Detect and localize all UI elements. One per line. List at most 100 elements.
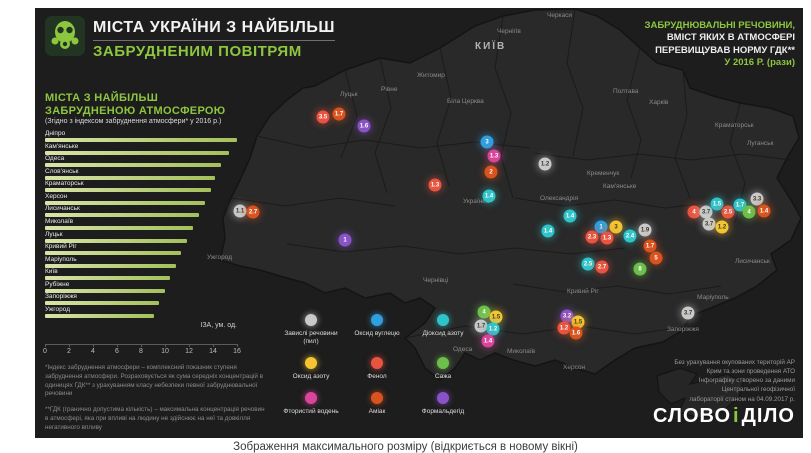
attribution-line: Без урахування окупованих територій АР	[674, 359, 795, 366]
map-dot-hf: 1.3	[487, 149, 501, 163]
bar-chart-title-line-1: МІСТА З НАЙБІЛЬШ	[45, 92, 159, 104]
map-dot-phenol: 3.5	[316, 110, 330, 124]
bar-city-label: Кривий Ріг	[45, 243, 77, 251]
map-city-label: Одеса	[453, 346, 473, 353]
bar-row: Кривий Ріг	[45, 243, 247, 256]
map-dot-ammonia: 1.4	[757, 204, 771, 218]
map-dot-formaldehyde: 1.6	[357, 119, 371, 133]
legend-label: Формальдегід	[421, 408, 465, 416]
bar	[45, 213, 199, 218]
map-dot-no: 1.5	[489, 310, 503, 324]
map-city-label: Кременчук	[587, 170, 620, 177]
x-axis-tick: 12	[185, 344, 193, 355]
map-city-label: Рівне	[381, 86, 398, 93]
x-axis-label: ІЗА, ум. од.	[200, 322, 237, 329]
bar-row: Лисичанськ	[45, 205, 247, 218]
map-dot-ammonia: 1.7	[332, 107, 346, 121]
map-dot-no2: 1.2	[486, 322, 500, 336]
map-dot-phenol: 1.2	[557, 321, 571, 335]
map-dot-dust: 1.9	[638, 223, 652, 237]
bar-city-label: Краматорськ	[45, 180, 84, 188]
x-axis-tick: 10	[161, 344, 169, 355]
x-axis-tick: 4	[91, 344, 95, 355]
bar-city-label: Одеса	[45, 155, 65, 163]
footnote-gdk: **ГДК (гранично допустима кількість) – м…	[45, 406, 265, 431]
title-line-2: ЗАБРУДНЕНИМ ПОВІТРЯМ	[93, 43, 302, 60]
header-right: ЗАБРУДНЮВАЛЬНІ РЕЧОВИНИ, ВМІСТ ЯКИХ В АТМ…	[645, 20, 795, 69]
map-city-label: Лисичанськ	[735, 258, 770, 265]
ukraine-outline	[219, 8, 802, 381]
bar-city-label: Кам'янське	[45, 142, 79, 150]
map-city-label: Ужгород	[207, 254, 232, 261]
bar-row: Дніпро	[45, 130, 247, 142]
ukraine-map	[219, 8, 802, 419]
image-caption-link[interactable]: Зображення максимального розміру (відкри…	[233, 441, 578, 453]
map-city-label: Кривий Ріг	[567, 288, 599, 295]
bar-city-label: Лисичанськ	[45, 205, 80, 213]
map-dot-ammonia: 5	[649, 251, 663, 265]
bar-chart-title-line-2: ЗАБРУДНЕНОЮ АТМОСФЕРОЮ	[45, 105, 226, 118]
map-city-label: Полтава	[613, 88, 639, 95]
bar	[45, 313, 155, 318]
pollutant-legend: Завислі речовини (пил) Оксид вуглецю Діокс…	[281, 314, 473, 417]
crimea-outline	[656, 367, 744, 419]
bar	[45, 288, 165, 293]
bar-chart-subtitle: (Згідно з індексом забруднення атмосфери…	[45, 118, 222, 125]
infographic-title: МІСТА УКРАЇНИ З НАЙБІЛЬШ ЗАБРУДНЕНИМ ПОВ…	[93, 19, 335, 60]
legend-label: Оксид азоту	[292, 373, 330, 381]
bar	[45, 163, 222, 168]
attribution-line: Крим та зони проведення АТО	[706, 368, 795, 376]
map-city-label: Луганськ	[747, 140, 774, 147]
gas-mask-icon	[45, 16, 85, 61]
map-dot-no2: 1.4	[563, 209, 577, 223]
bar	[45, 150, 229, 155]
map-dot-dust: 3.7	[681, 306, 695, 320]
map-dot-phenol: 1.3	[428, 178, 442, 192]
infographic-image[interactable]: Черкаси Чернігів КИЇВ Житомир Рівне Луцьк Біла…	[35, 8, 803, 438]
legend-label: Діоксид азоту	[422, 330, 464, 337]
map-dot-no2: 1.4	[482, 189, 496, 203]
map-city-label: Луцьк	[340, 91, 358, 98]
map-dot-ammonia: 2.7	[246, 205, 260, 219]
logo-part-1: СЛОВО	[652, 405, 732, 427]
title-line-1: МІСТА УКРАЇНИ З НАЙБІЛЬШ	[93, 19, 335, 41]
map-city-label: Кам'янське	[603, 183, 637, 190]
legend-label: Сажа	[434, 373, 452, 381]
bar-row: Краматорськ	[45, 180, 247, 193]
bar-row: Запоріжжя	[45, 293, 247, 306]
map-dot-hf: 1.4	[481, 334, 495, 348]
bar	[45, 301, 159, 306]
map-dot-dust: 3.7	[699, 205, 713, 219]
x-axis: 0 2 4 6 8 10 12 14 16	[43, 344, 241, 358]
map-dot-co: 3	[480, 135, 494, 149]
legend-item: Фтористий водень	[281, 392, 341, 416]
bar-row: Херсон	[45, 193, 247, 205]
footnote-iza: *Індекс забруднення атмосфери – комплекс…	[45, 364, 263, 398]
map-city-label: Маріуполь	[697, 294, 729, 301]
map-city-label: КИЇВ	[475, 41, 507, 52]
map-dot-phenol: 2.7	[595, 260, 609, 274]
map-dot-ammonia: 1.6	[569, 326, 583, 340]
hf-legend-dot	[305, 392, 317, 405]
bar-city-label: Херсон	[45, 192, 68, 200]
bar-city-label: Ужгород	[45, 305, 70, 313]
formaldehyde-legend-dot	[437, 392, 449, 405]
map-dot-no: 1.5	[571, 315, 585, 329]
map-dot-dust: 1.1	[233, 204, 247, 218]
bar-row: Одеса	[45, 155, 247, 168]
logo-part-3: ДІЛО	[741, 405, 795, 427]
map-dot-co: 1	[594, 220, 608, 234]
bar-row: Кам'янське	[45, 143, 247, 155]
map-dot-soot: 4	[742, 205, 756, 219]
ammonia-legend-dot	[371, 392, 383, 405]
legend-item: Оксид азоту	[281, 357, 341, 381]
map-city-label: Чернігів	[497, 28, 521, 35]
legend-label: Аміак	[368, 408, 386, 416]
bar-city-label: Маріуполь	[45, 255, 77, 263]
map-dot-phenol: 2.3	[585, 230, 599, 244]
bar-city-label: Миколаїв	[45, 217, 74, 225]
bar	[45, 238, 187, 243]
map-dot-no2: 1.4	[541, 224, 555, 238]
attribution-line: Центральної геофізичної	[721, 386, 795, 394]
soot-legend-dot	[437, 357, 449, 370]
